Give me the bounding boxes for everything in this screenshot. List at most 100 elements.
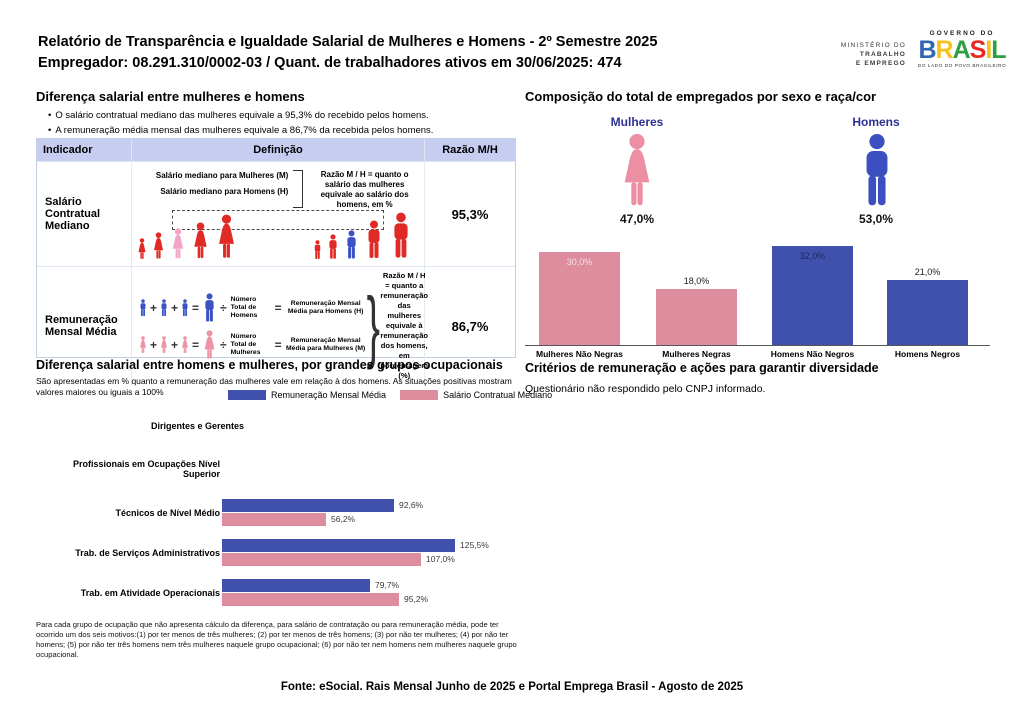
section-title-gap: Diferença salarial entre mulheres e home… (36, 89, 305, 104)
bar-remuneração-mensal-média (222, 539, 455, 552)
legend-label: Remuneração Mensal Média (271, 390, 387, 400)
indicator-label: Salário Contratual Mediano (37, 162, 132, 266)
operator: + (150, 337, 158, 352)
ministry-logo: MINISTÉRIO DO TRABALHO E EMPREGO (818, 41, 906, 68)
def-line-mulheres: Salário mediano para Mulheres (M) (155, 171, 289, 180)
bar-value-label: 18,0% (683, 276, 710, 286)
man-icon (205, 292, 214, 321)
female-percentage: 47,0% (619, 212, 655, 226)
footnote: Para cada grupo de ocupação que não apre… (36, 620, 517, 659)
man-icon (329, 234, 337, 259)
ratio-note: Razão M / H = quanto a remuneração das m… (380, 271, 429, 380)
count-label: Número Total de Mulheres (230, 332, 261, 356)
bullet-item: • A remuneração média mensal das mulheres… (48, 123, 433, 138)
bar-salário-contratual-mediano (222, 553, 421, 566)
definition-lines: Salário mediano para Mulheres (M) Salári… (140, 168, 288, 200)
category-label: Trab. de Serviços Administrativos (75, 548, 220, 558)
men-equation: + + = ÷ Número Total de Homens = Remuneração M… (138, 292, 368, 323)
man-icon (368, 220, 380, 258)
woman-icon (624, 133, 650, 206)
occupational-subtitle: São apresentadas em % quanto a remuneraç… (36, 376, 512, 397)
women-equation: + + = ÷ Número Total de Mulheres = Remuneração… (138, 329, 368, 360)
woman-icon (138, 238, 146, 259)
bar-3 (887, 280, 968, 345)
man-icon (394, 212, 408, 258)
count-label: Número Total de Homens (230, 295, 258, 319)
bullet-icon: • (48, 110, 52, 121)
section-title-occupational: Diferença salarial entre homens e mulher… (36, 358, 503, 372)
man-icon (182, 298, 188, 316)
report-subtitle: Empregador: 08.291.310/0002-03 / Quant. … (38, 55, 622, 71)
operator: + (171, 337, 179, 352)
gap-bullets: • O salário contratual mediano das mulher… (48, 108, 433, 138)
bullet-text: O salário contratual mediano das mulhere… (55, 110, 429, 121)
bar-value-label: 79,7% (375, 580, 400, 590)
bar-2 (772, 246, 853, 345)
bar-category-label: Homens Não Negros (770, 349, 855, 359)
comparison-dashed-box (172, 210, 384, 230)
woman-figure-icon (616, 133, 658, 209)
def-line-homens: Salário mediano para Homens (H) (160, 187, 289, 196)
result-label: Remuneração Mensal Média para Mulheres (… (286, 336, 366, 352)
operator: = (192, 337, 200, 352)
brasil-letter: R (935, 36, 954, 64)
brasil-letter: S (969, 36, 987, 64)
gov-top-label: GOVERNO DO (929, 30, 995, 37)
brasil-letter: L (991, 36, 1006, 64)
operator: ÷ (220, 300, 227, 315)
indicator-label: Remuneração Mensal Média (37, 267, 132, 385)
brasil-logo: GOVERNO DO BRASIL DO LADO DO POVO BRASIL… (912, 30, 1012, 69)
report-header: Relatório de Transparência e Igualdade S… (38, 32, 657, 74)
bar-remuneração-mensal-média (222, 499, 394, 512)
bar-category-label: Mulheres Não Negras (536, 349, 623, 359)
bar-salário-contratual-mediano (222, 593, 399, 606)
x-axis-line (525, 345, 990, 346)
report-title: Relatório de Transparência e Igualdade S… (38, 34, 658, 50)
chart-legend: Remuneração Mensal Média Salário Contrat… (228, 390, 552, 400)
bar-value-label: 107,0% (426, 554, 455, 564)
male-label: Homens (852, 115, 900, 129)
category-label: Profissionais em Ocupações Nível Superio… (72, 459, 220, 479)
curly-bracket-icon: } (366, 281, 380, 370)
definition-formula: + + = ÷ Número Total de Homens = Remuneração M… (132, 267, 428, 385)
man-icon (866, 133, 888, 206)
legend-label: Salário Contratual Mediano (443, 390, 553, 400)
ratio-value: 95,3% (451, 206, 489, 222)
table-header-row: Indicador Definição Razão M/H (37, 139, 515, 161)
woman-icon (182, 335, 188, 353)
category-label: Dirigentes e Gerentes (150, 421, 244, 431)
man-icon (161, 298, 167, 316)
gov-bottom-label: DO LADO DO POVO BRASILEIRO (917, 64, 1007, 69)
woman-icon (172, 228, 184, 259)
bar-value-label: 30,0% (566, 257, 593, 267)
bar-remuneração-mensal-média (222, 579, 370, 592)
composition-bar-chart: 30,0% Mulheres Não Negras 18,0% Mulheres Ne… (525, 238, 990, 360)
operator: = (192, 300, 200, 315)
legend-swatch-blue (228, 390, 266, 400)
section-title-composition: Composição do total de empregados por se… (525, 89, 877, 104)
bar-0 (539, 252, 620, 345)
woman-icon (194, 222, 207, 259)
operator: + (150, 300, 158, 315)
legend-swatch-pink (400, 390, 439, 400)
female-label: Mulheres (610, 115, 664, 129)
definition-formula: Salário mediano para Mulheres (M) Salári… (132, 162, 424, 210)
table-row-salario-mediano: Salário Contratual Mediano Salário media… (37, 161, 515, 266)
man-icon (347, 230, 356, 259)
bullet-item: • O salário contratual mediano das mulher… (48, 108, 433, 123)
woman-icon (153, 232, 164, 259)
brasil-letter: A (952, 36, 971, 64)
legend-item-salario: Salário Contratual Mediano (400, 390, 552, 400)
ministry-line: MINISTÉRIO DO (840, 42, 906, 49)
woman-icon (140, 335, 146, 353)
bar-value-label: 95,2% (404, 594, 429, 604)
ratio-value: 86,7% (451, 318, 489, 334)
brasil-letter: B (918, 36, 936, 64)
woman-icon (161, 335, 167, 353)
bar-value-label: 32,0% (799, 251, 826, 261)
man-figure-icon (856, 133, 898, 209)
indicator-table: Indicador Definição Razão M/H Salário Co… (36, 138, 516, 385)
bar-value-label: 21,0% (914, 267, 941, 277)
woman-icon (219, 214, 234, 258)
category-label: Trab. em Atividade Operacionais (80, 588, 220, 598)
